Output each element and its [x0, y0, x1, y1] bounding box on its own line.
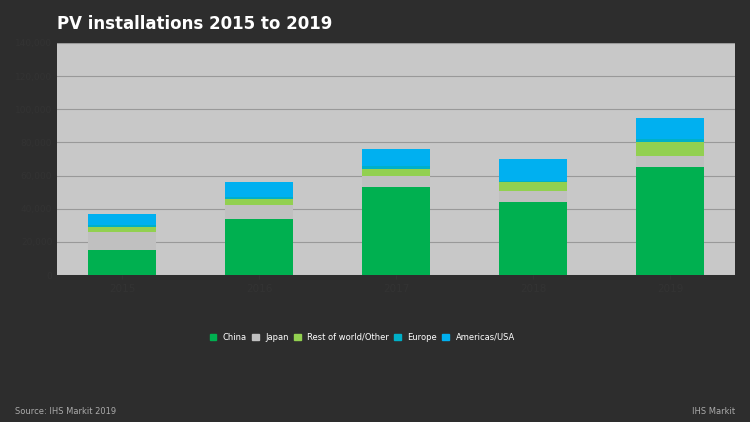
Bar	[636, 143, 704, 156]
Bar	[225, 219, 293, 275]
Bar	[225, 206, 293, 219]
Bar	[88, 227, 157, 232]
Bar	[499, 191, 567, 202]
Bar	[88, 214, 157, 225]
Legend: China, Japan, Rest of world/Other, Europe, Americas/USA: China, Japan, Rest of world/Other, Europ…	[207, 330, 518, 344]
Bar	[636, 156, 704, 167]
Bar	[636, 167, 704, 275]
Bar	[88, 250, 157, 275]
Bar	[88, 232, 157, 250]
Bar	[225, 197, 293, 199]
Bar	[362, 149, 430, 166]
Bar	[499, 182, 567, 191]
Bar	[499, 159, 567, 181]
Bar	[362, 187, 430, 275]
Text: IHS Markit: IHS Markit	[692, 406, 735, 416]
Bar	[636, 118, 704, 139]
Text: Source: IHS Markit 2019: Source: IHS Markit 2019	[15, 406, 116, 416]
Bar	[362, 176, 430, 187]
Bar	[499, 202, 567, 275]
Bar	[499, 181, 567, 182]
Text: PV installations 2015 to 2019: PV installations 2015 to 2019	[57, 15, 332, 33]
Bar	[225, 199, 293, 206]
Bar	[362, 169, 430, 176]
Bar	[362, 166, 430, 169]
Bar	[225, 182, 293, 197]
Bar	[636, 139, 704, 143]
Bar	[88, 225, 157, 227]
